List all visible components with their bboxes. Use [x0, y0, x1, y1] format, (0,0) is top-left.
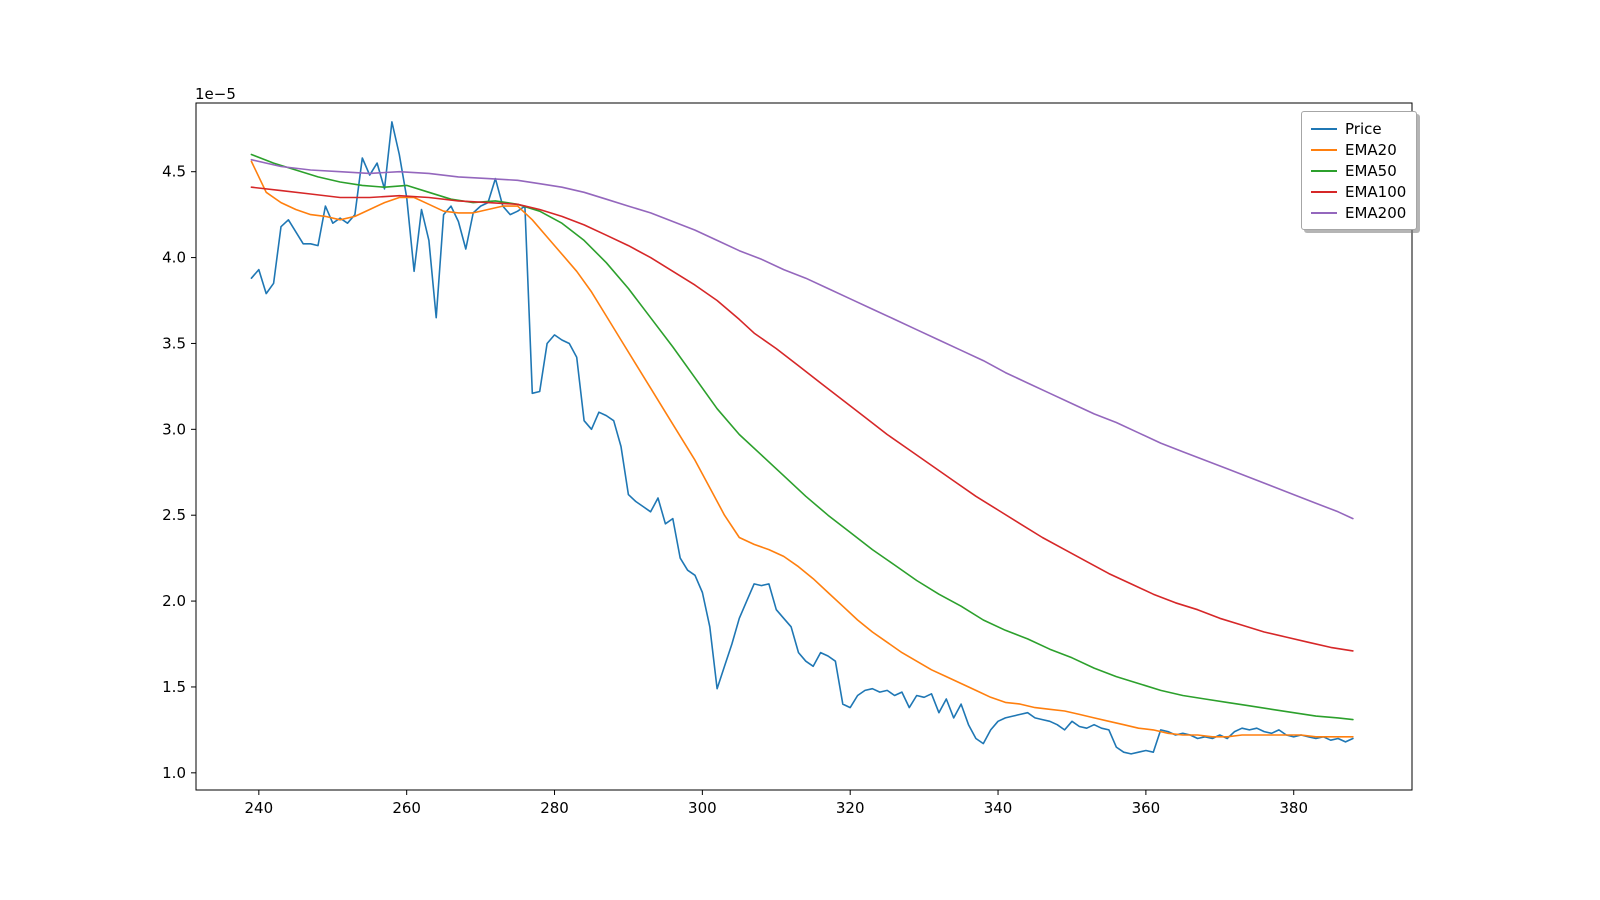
x-tick-label: 320: [836, 799, 865, 817]
y-tick-label: 1.0: [162, 764, 186, 782]
legend-label-price: Price: [1345, 119, 1382, 138]
legend: Price EMA20 EMA50 EMA100 EMA200: [1301, 111, 1418, 230]
x-tick-label: 300: [688, 799, 717, 817]
legend-label-ema50: EMA50: [1345, 161, 1397, 180]
series-line-ema20: [250, 160, 1354, 738]
legend-swatch-ema100: [1311, 190, 1337, 193]
legend-item-ema50: EMA50: [1311, 160, 1406, 181]
legend-item-ema100: EMA100: [1311, 181, 1406, 202]
y-tick-label: 4.5: [162, 163, 186, 181]
series-line-ema200: [250, 158, 1354, 520]
legend-item-ema200: EMA200: [1311, 202, 1406, 223]
x-tick-label: 340: [984, 799, 1013, 817]
legend-swatch-ema50: [1311, 169, 1337, 172]
y-tick-label: 2.5: [162, 506, 186, 524]
series-line-ema50: [250, 153, 1354, 721]
y-tick-label: 1.5: [162, 678, 186, 696]
y-tick-label: 4.0: [162, 249, 186, 267]
x-tick-label: 380: [1279, 799, 1308, 817]
y-tick-label: 3.5: [162, 334, 186, 352]
legend-swatch-price: [1311, 127, 1337, 130]
series-line-ema100: [250, 186, 1354, 652]
legend-label-ema20: EMA20: [1345, 140, 1397, 159]
legend-item-price: Price: [1311, 118, 1406, 139]
y-tick-label: 3.0: [162, 420, 186, 438]
legend-swatch-ema20: [1311, 148, 1337, 151]
axes-frame: [195, 102, 1413, 791]
x-tick-label: 360: [1132, 799, 1161, 817]
legend-label-ema100: EMA100: [1345, 182, 1407, 201]
y-tick-label: 2.0: [162, 592, 186, 610]
legend-item-ema20: EMA20: [1311, 139, 1406, 160]
x-tick-label: 240: [245, 799, 274, 817]
legend-swatch-ema200: [1311, 211, 1337, 214]
legend-label-ema200: EMA200: [1345, 203, 1407, 222]
series-line-price: [250, 121, 1354, 755]
x-tick-label: 280: [540, 799, 569, 817]
y-axis-offset-label: 1e−5: [195, 85, 236, 103]
x-tick-label: 260: [392, 799, 421, 817]
